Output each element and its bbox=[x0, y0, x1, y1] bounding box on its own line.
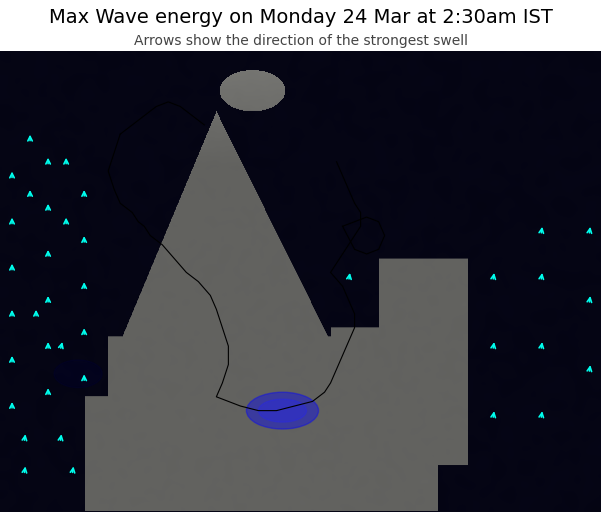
Text: Arrows show the direction of the strongest swell: Arrows show the direction of the stronge… bbox=[133, 34, 468, 48]
Ellipse shape bbox=[54, 360, 102, 388]
Text: Max Wave energy on Monday 24 Mar at 2:30am IST: Max Wave energy on Monday 24 Mar at 2:30… bbox=[49, 8, 552, 28]
Ellipse shape bbox=[258, 399, 307, 422]
Ellipse shape bbox=[246, 392, 319, 429]
